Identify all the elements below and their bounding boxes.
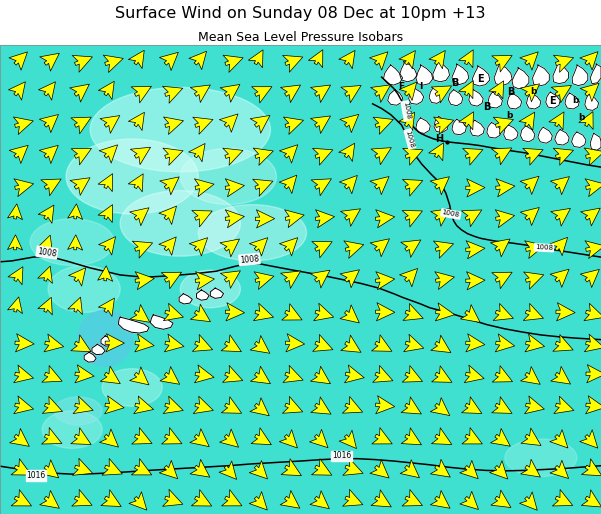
Ellipse shape (78, 310, 132, 366)
Polygon shape (590, 133, 601, 150)
Polygon shape (388, 90, 403, 105)
Polygon shape (197, 290, 209, 300)
Ellipse shape (198, 205, 307, 261)
Polygon shape (470, 120, 484, 136)
Ellipse shape (48, 266, 120, 313)
Text: F: F (398, 82, 404, 91)
Text: Mean Sea Level Pressure Isobars: Mean Sea Level Pressure Isobars (198, 31, 403, 44)
Polygon shape (532, 65, 549, 86)
Polygon shape (409, 88, 424, 104)
Text: b: b (531, 87, 537, 96)
Text: E: E (549, 96, 557, 105)
Polygon shape (101, 336, 114, 346)
Ellipse shape (66, 139, 198, 214)
Text: 1008: 1008 (535, 244, 553, 251)
Polygon shape (494, 64, 512, 85)
Polygon shape (472, 66, 490, 86)
Text: B: B (507, 87, 514, 97)
Polygon shape (572, 65, 588, 85)
Polygon shape (488, 92, 502, 108)
Polygon shape (452, 119, 466, 135)
Ellipse shape (180, 149, 276, 205)
Polygon shape (546, 92, 560, 108)
Polygon shape (383, 65, 403, 85)
Polygon shape (210, 288, 224, 298)
Text: I: I (419, 82, 423, 91)
Polygon shape (590, 64, 601, 84)
Ellipse shape (180, 270, 240, 308)
Text: B: B (483, 102, 490, 112)
Polygon shape (433, 62, 450, 82)
Polygon shape (118, 317, 149, 333)
Ellipse shape (54, 397, 102, 425)
Polygon shape (572, 132, 586, 148)
Polygon shape (434, 117, 448, 133)
Text: 1008: 1008 (37, 247, 57, 258)
Polygon shape (553, 63, 569, 84)
Polygon shape (487, 122, 501, 138)
Text: H: H (435, 134, 443, 144)
Polygon shape (179, 293, 192, 304)
Polygon shape (448, 90, 463, 106)
Ellipse shape (42, 411, 102, 448)
Text: E: E (477, 74, 484, 84)
Polygon shape (555, 130, 569, 145)
Polygon shape (400, 62, 417, 82)
Polygon shape (565, 93, 579, 109)
Polygon shape (538, 127, 552, 143)
Ellipse shape (30, 218, 114, 266)
Polygon shape (526, 93, 541, 109)
Text: 1016: 1016 (26, 471, 46, 480)
Polygon shape (507, 93, 522, 109)
Polygon shape (452, 64, 469, 85)
Ellipse shape (505, 439, 577, 476)
Ellipse shape (90, 87, 270, 172)
Text: 1008: 1008 (239, 254, 260, 265)
Polygon shape (84, 352, 96, 362)
Text: Surface Wind on Sunday 08 Dec at 10pm +13: Surface Wind on Sunday 08 Dec at 10pm +1… (115, 6, 486, 21)
Polygon shape (512, 68, 529, 89)
Text: b: b (579, 114, 585, 122)
Text: b: b (573, 96, 579, 105)
Polygon shape (585, 95, 599, 111)
Polygon shape (469, 90, 483, 106)
Polygon shape (416, 65, 433, 85)
Text: 1008: 1008 (441, 210, 460, 218)
Polygon shape (520, 126, 535, 142)
Text: 1008: 1008 (401, 101, 411, 120)
Polygon shape (429, 87, 443, 103)
Polygon shape (504, 125, 518, 140)
Ellipse shape (120, 191, 240, 256)
Text: b: b (507, 111, 513, 120)
Text: B: B (451, 78, 458, 88)
Text: 1016: 1016 (332, 451, 351, 461)
Polygon shape (150, 315, 173, 329)
Text: 1008: 1008 (404, 130, 415, 149)
Ellipse shape (102, 369, 162, 406)
Polygon shape (416, 118, 430, 133)
Polygon shape (92, 344, 105, 355)
